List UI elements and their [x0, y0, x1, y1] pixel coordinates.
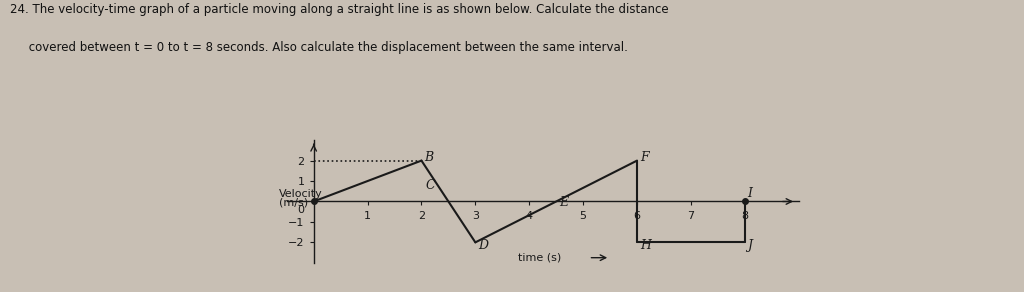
Text: 24. The velocity-time graph of a particle moving along a straight line is as sho: 24. The velocity-time graph of a particl…	[10, 3, 669, 16]
Text: Velocity: Velocity	[279, 189, 323, 199]
Text: B: B	[424, 151, 433, 164]
Text: J: J	[748, 239, 753, 251]
Text: covered between t = 0 to t = 8 seconds. Also calculate the displacement between : covered between t = 0 to t = 8 seconds. …	[10, 41, 628, 54]
Text: H: H	[640, 239, 650, 251]
Text: (m/s): (m/s)	[279, 197, 308, 208]
Text: F: F	[640, 151, 648, 164]
Text: time (s): time (s)	[518, 253, 562, 263]
Text: E: E	[559, 196, 568, 208]
Text: 0: 0	[297, 204, 304, 215]
Text: D: D	[478, 239, 488, 251]
Text: I: I	[748, 187, 753, 200]
Text: C: C	[426, 179, 435, 192]
